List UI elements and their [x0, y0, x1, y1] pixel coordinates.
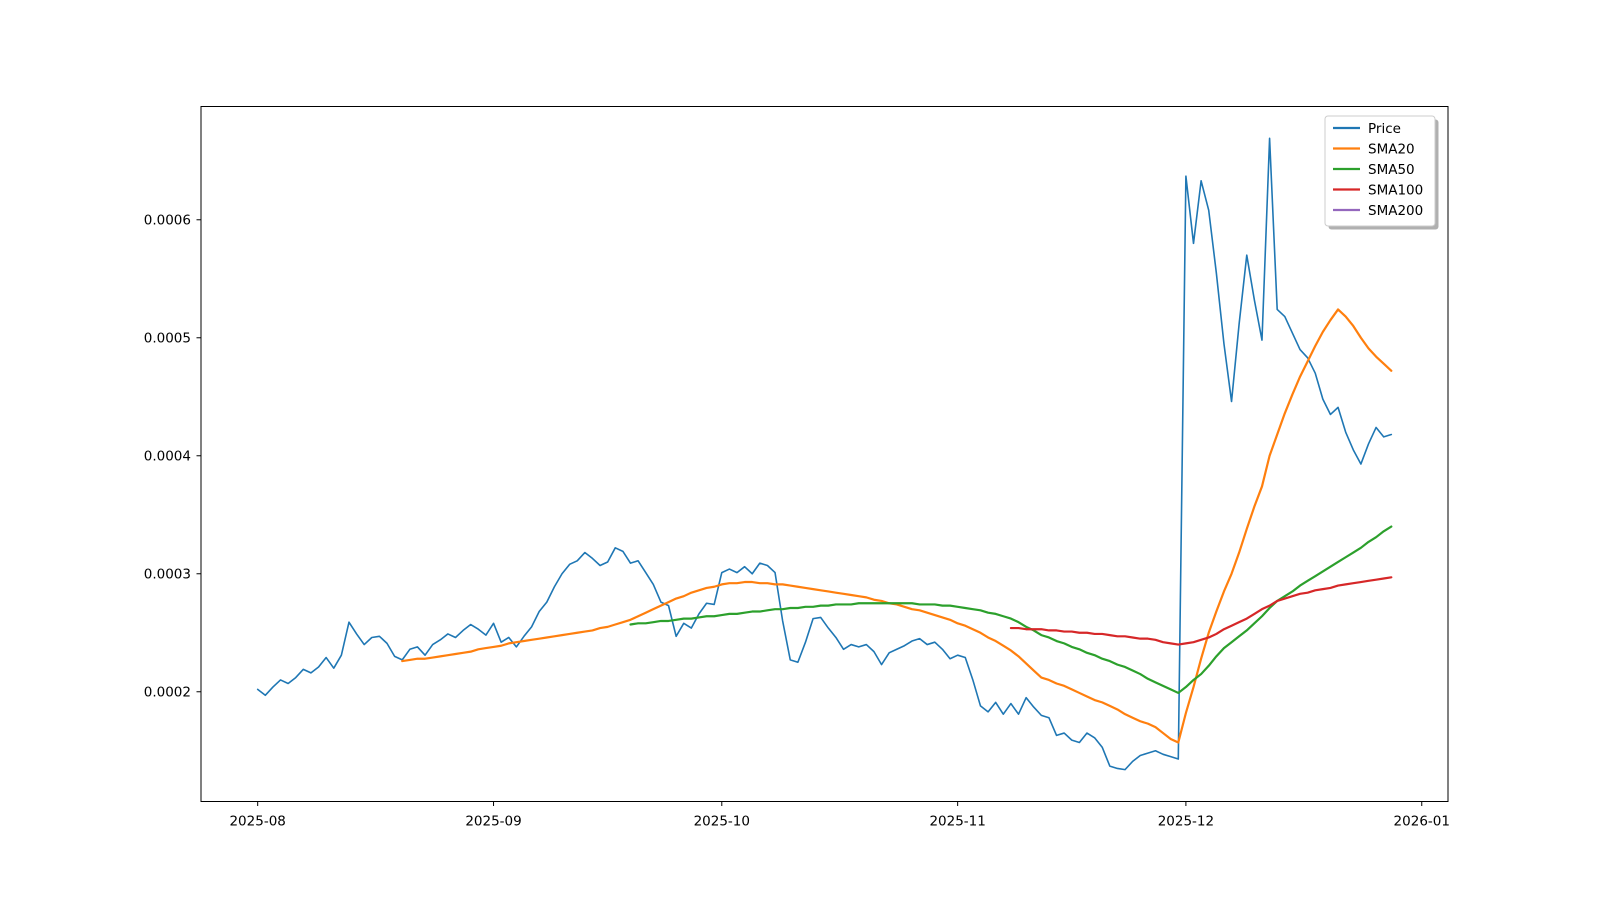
series-line-sma50 [629, 525, 1393, 695]
x-tick-label: 2025-10 [694, 814, 750, 830]
legend-label-sma200: SMA200 [1368, 203, 1423, 219]
series-line-sma100 [1009, 576, 1393, 646]
legend-label-price: Price [1368, 121, 1401, 137]
legend-label-sma50: SMA50 [1368, 162, 1415, 178]
y-tick-label: 0.0006 [144, 213, 191, 229]
x-tick-label: 2025-09 [465, 814, 521, 830]
y-tick-label: 0.0005 [144, 331, 191, 347]
legend: Price SMA20 SMA50 SMA100 SMA200 [1324, 115, 1439, 230]
y-tick-label: 0.0003 [144, 567, 191, 583]
y-tick-label: 0.0002 [144, 685, 191, 701]
x-tick-label: 2025-08 [229, 814, 285, 830]
y-tick-label: 0.0004 [144, 449, 191, 465]
series-line-sma20 [401, 308, 1393, 744]
plot-border [200, 106, 1449, 802]
x-tick-label: 2025-12 [1158, 814, 1214, 830]
series-line-price [256, 137, 1393, 771]
x-tick-label: 2025-11 [929, 814, 985, 830]
x-tick-label: 2026-01 [1394, 814, 1450, 830]
legend-label-sma20: SMA20 [1368, 141, 1415, 157]
legend-label-sma100: SMA100 [1368, 182, 1423, 198]
legend-box [1324, 115, 1436, 227]
